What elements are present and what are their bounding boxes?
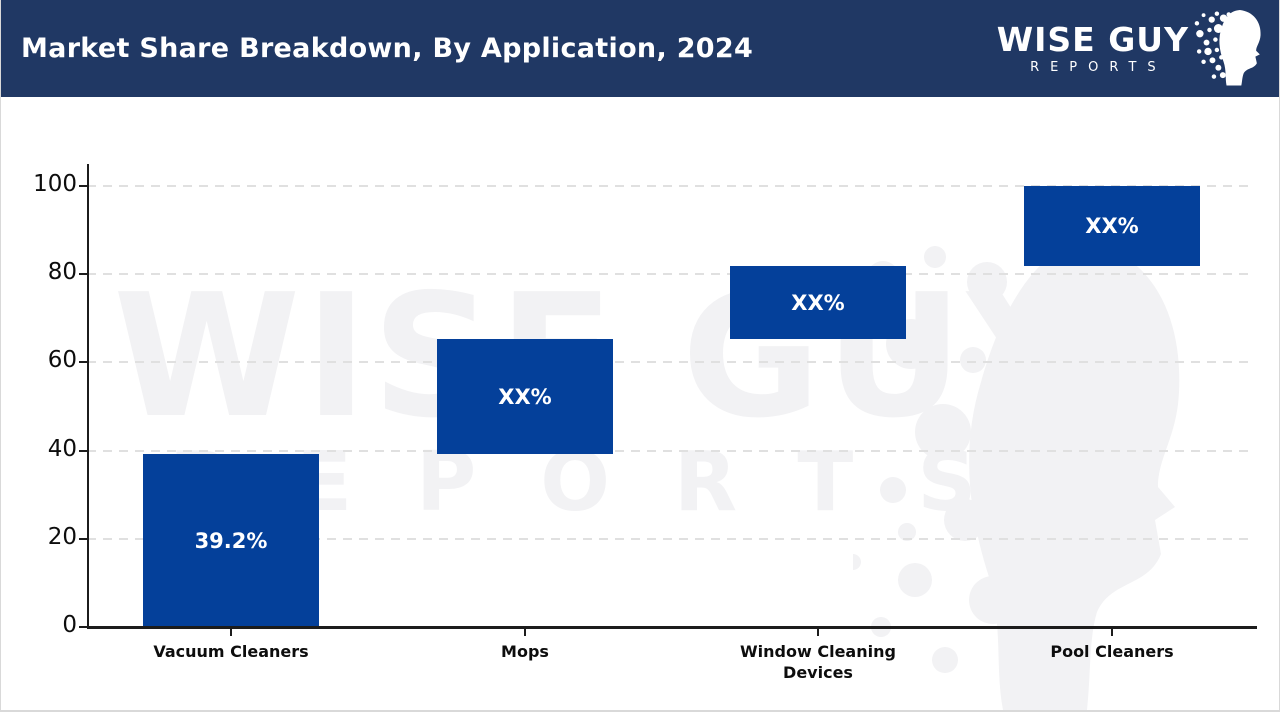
y-tick-label-20: 20 xyxy=(47,523,77,550)
bar-label-window-cleaning-devices: XX% xyxy=(791,290,845,315)
x-tick-vacuum-cleaners xyxy=(230,629,232,636)
bar-pool-cleaners: XX% xyxy=(1024,186,1200,267)
grid-line-80 xyxy=(87,273,1255,276)
grid-line-40 xyxy=(87,449,1255,452)
bar-label-mops: XX% xyxy=(498,384,552,409)
y-tick-40 xyxy=(79,449,87,452)
grid-line-100 xyxy=(87,185,1255,187)
brand-name: WISE GUY xyxy=(996,20,1189,59)
x-tick-window-cleaning-devices xyxy=(817,629,819,636)
x-tick-pool-cleaners xyxy=(1111,629,1113,636)
bar-label-pool-cleaners: XX% xyxy=(1085,214,1139,239)
y-tick-100 xyxy=(79,185,87,187)
x-label-vacuum-cleaners: Vacuum Cleaners xyxy=(153,642,309,661)
bar-label-vacuum-cleaners: 39.2% xyxy=(194,528,268,553)
x-label-window-cleaning-devices: Window Cleaning Devices xyxy=(740,642,896,682)
bar-mops: XX% xyxy=(437,339,613,455)
x-label-pool-cleaners: Pool Cleaners xyxy=(1050,642,1174,661)
bar-vacuum-cleaners: 39.2% xyxy=(143,454,319,627)
y-axis-spine xyxy=(87,164,89,629)
y-tick-label-100: 100 xyxy=(33,171,77,197)
y-tick-80 xyxy=(79,273,87,276)
brand-subname: REPORTS xyxy=(1030,60,1167,75)
y-tick-label-40: 40 xyxy=(47,435,77,462)
y-tick-label-0: 0 xyxy=(62,612,77,638)
grid-line-60 xyxy=(87,361,1255,364)
brand-head-icon xyxy=(1191,7,1265,91)
x-tick-mops xyxy=(524,629,526,636)
page-title: Market Share Breakdown, By Application, … xyxy=(21,33,754,64)
y-tick-0 xyxy=(79,626,87,628)
bar-window-cleaning-devices: XX% xyxy=(730,266,906,340)
y-tick-60 xyxy=(79,361,87,364)
grid-line-20 xyxy=(87,537,1255,540)
brand-logo: WISE GUY REPORTS xyxy=(997,7,1265,91)
y-tick-label-80: 80 xyxy=(47,259,77,286)
y-tick-20 xyxy=(79,537,87,540)
x-label-mops: Mops xyxy=(501,642,549,661)
x-axis-line xyxy=(87,626,1257,629)
y-tick-label-60: 60 xyxy=(47,347,77,374)
brand-logo-text: WISE GUY REPORTS xyxy=(997,23,1189,74)
watermark-head-icon xyxy=(845,232,1183,710)
header-bar: Market Share Breakdown, By Application, … xyxy=(1,0,1279,97)
